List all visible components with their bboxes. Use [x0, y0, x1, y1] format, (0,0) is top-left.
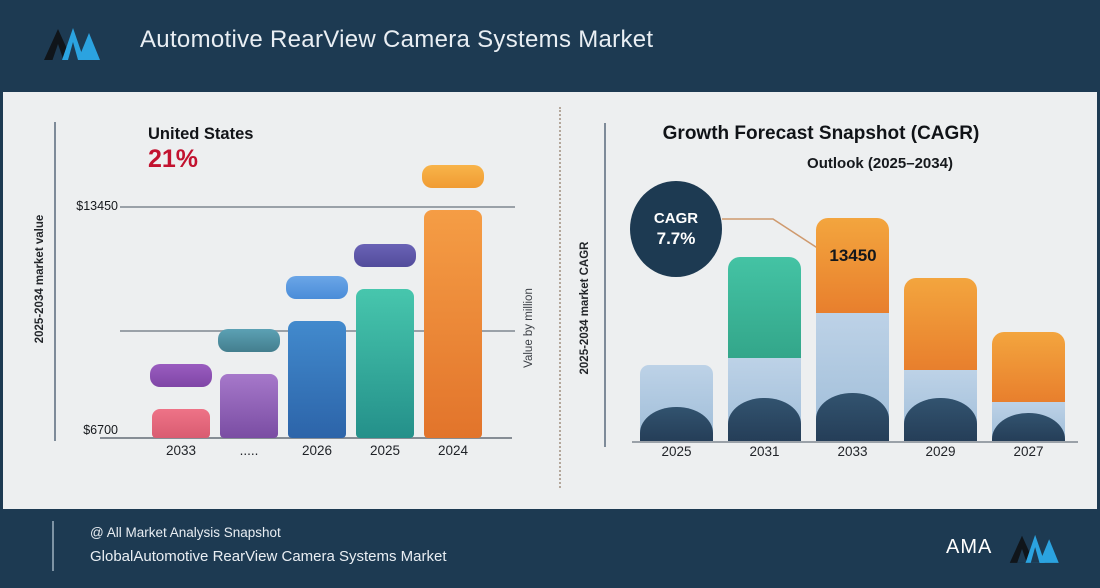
bar-.....	[220, 374, 278, 438]
x-tick-label: 2029	[925, 444, 956, 459]
segment-navy	[816, 393, 889, 441]
cagr-x-axis-line	[632, 441, 1078, 443]
bar-value-label: 13450	[829, 246, 877, 265]
cagr-chart-title: Growth Forecast Snapshot (CAGR)	[662, 123, 980, 144]
x-tick-label: 2025	[369, 443, 401, 458]
stacked-bar-2033	[816, 218, 889, 441]
segment-teal	[728, 257, 801, 358]
footer-market-name: GlobalAutomotive RearView Camera Systems…	[90, 548, 447, 565]
cagr-y-axis-label: 2025-2034 market CAGR	[579, 241, 591, 375]
footer-credit: @ All Market Analysis Snapshot	[90, 525, 281, 540]
content-panel: 2025-2034 market value $13450 $6700 Unit…	[3, 92, 1097, 509]
x-tick-label: 2027	[1013, 444, 1044, 459]
footer-divider-line	[52, 521, 54, 571]
bar-2026	[288, 321, 346, 438]
cagr-badge: CAGR 7.7%	[630, 181, 722, 277]
x-tick-label: 2033	[165, 443, 197, 458]
us-chart-y-axis-line	[54, 122, 56, 441]
bar-cap-2033	[150, 364, 212, 387]
stacked-bar-2031	[728, 257, 801, 441]
bar-cap-2024	[422, 165, 484, 188]
us-chart-x-axis-line	[100, 437, 512, 439]
page-title: Automotive RearView Camera Systems Marke…	[140, 26, 654, 53]
footer-bar: @ All Market Analysis Snapshot GlobalAut…	[0, 509, 1100, 588]
segment-navy	[640, 407, 713, 441]
gridline-top	[120, 206, 515, 208]
value-by-million-label: Value by million	[523, 288, 535, 368]
header-bar: Automotive RearView Camera Systems Marke…	[0, 0, 1100, 92]
stacked-bar-2025	[640, 365, 713, 441]
footer-brand-text: AMA	[946, 536, 993, 558]
bar-cap-2025	[354, 244, 416, 267]
x-tick-label: 2031	[749, 444, 780, 459]
x-tick-label: .....	[239, 443, 259, 458]
stacked-bar-2029	[904, 278, 977, 441]
cagr-badge-value: 7.7%	[656, 228, 696, 248]
bar-2033	[152, 409, 210, 438]
segment-navy	[728, 398, 801, 441]
ama-logo-icon	[44, 28, 100, 60]
bar-cap-2026	[286, 276, 348, 299]
y-tick-13450: $13450	[76, 199, 118, 213]
segment-orange	[904, 278, 977, 370]
region-label: United States	[148, 125, 254, 143]
highlight-percentage: 21%	[148, 145, 199, 173]
x-tick-label: 2024	[437, 443, 469, 458]
us-chart-y-axis-label: 2025-2034 market value	[34, 214, 46, 344]
bar-cap-.....	[218, 329, 280, 352]
segment-navy	[904, 398, 977, 441]
cagr-badge-label: CAGR	[653, 210, 699, 228]
segment-orange	[816, 218, 889, 313]
x-tick-label: 2025	[661, 444, 692, 459]
bar-2025	[356, 289, 414, 438]
cagr-chart-subtitle: Outlook (2025–2034)	[807, 155, 953, 172]
stacked-bar-2027	[992, 332, 1065, 441]
ama-logo-footer-icon	[1009, 534, 1059, 563]
x-tick-label: 2026	[301, 443, 333, 458]
bar-2024	[424, 210, 482, 438]
segment-orange	[992, 332, 1065, 402]
y-tick-6700: $6700	[83, 423, 118, 437]
cagr-y-axis-line	[604, 123, 606, 447]
panel-divider	[559, 107, 561, 488]
badge-connector-line	[722, 218, 820, 250]
x-tick-label: 2033	[837, 444, 868, 459]
